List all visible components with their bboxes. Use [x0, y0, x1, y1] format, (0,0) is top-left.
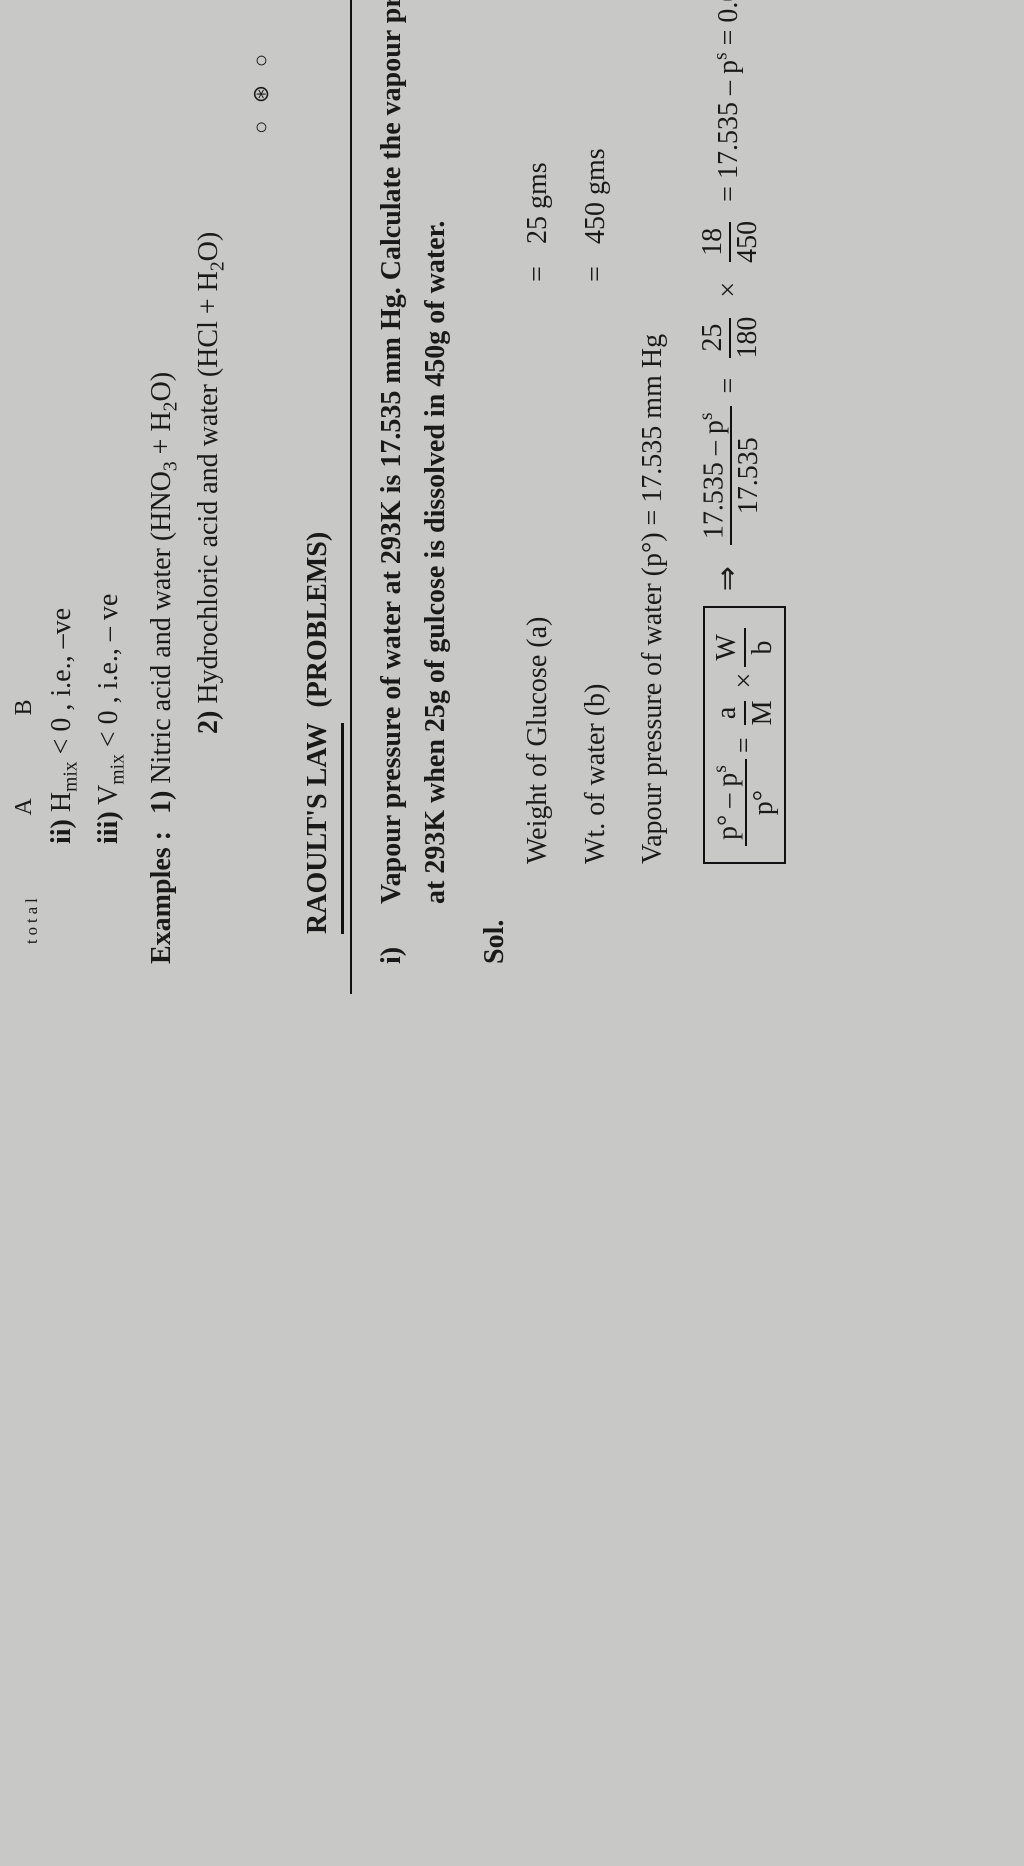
tail: = 17.535 – ps = 0.095: [713, 0, 744, 202]
frac-rhs2: 25 180: [698, 311, 763, 365]
r1-l: Weight of Glucose (a): [516, 304, 559, 864]
rhs2-num: 25: [698, 318, 731, 358]
lhs-num-a: p° – p: [713, 773, 744, 840]
example-1: 1) Nitric acid and water (HNO3 + H2O): [140, 372, 187, 814]
frac-rhs3: 18 450: [698, 215, 763, 269]
r2-l: Wt. of water (b): [574, 304, 617, 864]
mid2-num: W: [712, 628, 745, 666]
problem-num: i): [370, 904, 413, 964]
section-paren: (PROBLEMS): [302, 532, 333, 708]
sol-grid: Weight of Glucose (a) = 25 gms M.Wt. of …: [516, 0, 674, 994]
rhs1-num-a: 17.535 – p: [698, 420, 729, 539]
rhs3-den: 450: [731, 215, 762, 269]
eq-sign-1: =: [723, 737, 766, 753]
tail-sup: s: [710, 52, 731, 60]
problem-l1-text: Vapour pressure of water at 293K is 17.5…: [376, 0, 407, 904]
ex1-c: O): [146, 372, 177, 402]
lhs-den: p°: [747, 784, 778, 821]
rhs3-num: 18: [698, 222, 731, 262]
cond-iii: iii) Vmix < 0 , i.e., – ve: [87, 0, 134, 994]
ex1-b: + H: [146, 411, 177, 461]
r1-v: 25 gms: [516, 0, 559, 244]
divider: [350, 0, 352, 994]
mid2-den: b: [746, 634, 777, 660]
tail-b: = 0.095: [713, 0, 744, 52]
ex2-num: 2): [193, 711, 224, 734]
rhs1-num-sup: s: [696, 412, 717, 420]
r3-l: Vapour pressure of water (p°) = 17.535 m…: [631, 0, 674, 864]
cond-iii-pre: V: [93, 785, 124, 805]
times-1: ×: [723, 673, 766, 689]
rhs1-den: 17.535: [732, 431, 763, 520]
examples-label: Examples :: [140, 814, 183, 994]
mid1-num: a: [712, 701, 745, 725]
boxed-formula: p° – ps p° = a M × W b: [703, 606, 786, 864]
ex2-b: O): [193, 232, 224, 262]
cond-ii-rest: < 0 , i.e., –ve: [46, 608, 77, 761]
a-label: A: [11, 795, 37, 815]
cond-ii-num: ii): [46, 819, 77, 844]
times-2: ×: [713, 282, 744, 298]
eq-sign-2: =: [713, 371, 744, 394]
frac-lhs: p° – ps p°: [711, 759, 778, 846]
cond-iii-sub: mix: [108, 754, 129, 784]
tail-a: = 17.535 – p: [713, 60, 744, 202]
problem-line-2: at 293K when 25g of gulcose is dissolved…: [414, 0, 457, 904]
r1-eq: =: [516, 244, 559, 304]
mid1-den: M: [746, 694, 777, 731]
example-2: 2) Hydrochloric acid and water (HCl + H2…: [187, 0, 234, 994]
frac-rhs1: 17.535 – ps 17.535: [697, 406, 764, 545]
ex1-a: Nitric acid and water (HNO: [146, 471, 177, 784]
ex2-a: Hydrochloric acid and water (HCl + H: [193, 271, 224, 704]
header-partial: total A B: [6, 695, 45, 944]
ex2-sub: 2: [207, 261, 228, 271]
section-title: RAOULT'S LAW: [296, 723, 344, 934]
lhs-num-sup: s: [710, 765, 731, 773]
rhs2-den: 180: [731, 311, 762, 365]
frac-mid2: W b: [712, 628, 777, 666]
arrow: ⇒: [711, 566, 744, 591]
r2-v: 450 gms: [574, 0, 617, 244]
cond-iii-num: iii): [93, 811, 124, 844]
ex1-num: 1): [146, 791, 177, 814]
problem-line-1: Vapour pressure of water at 293K is 17.5…: [370, 0, 413, 904]
cond-ii-pre: H: [46, 792, 77, 812]
section-ornament: ○ ⊛ ○: [244, 0, 278, 994]
cond-ii-sub: mix: [61, 761, 82, 791]
frac-mid1: a M: [712, 694, 777, 731]
r2-eq: =: [574, 244, 617, 304]
b-label: B: [11, 695, 37, 715]
sol-label: Sol.: [473, 884, 516, 964]
ex1-sub1: 3: [161, 461, 182, 471]
cond-ii: ii) Hmix < 0 , i.e., –ve: [40, 0, 87, 994]
cond-iii-rest: < 0 , i.e., – ve: [93, 594, 124, 754]
total-sub: total: [22, 894, 41, 944]
page: total A B Vapour press Mole fraction x₁ …: [40, 0, 984, 994]
ex1-sub2: 2: [161, 402, 182, 412]
